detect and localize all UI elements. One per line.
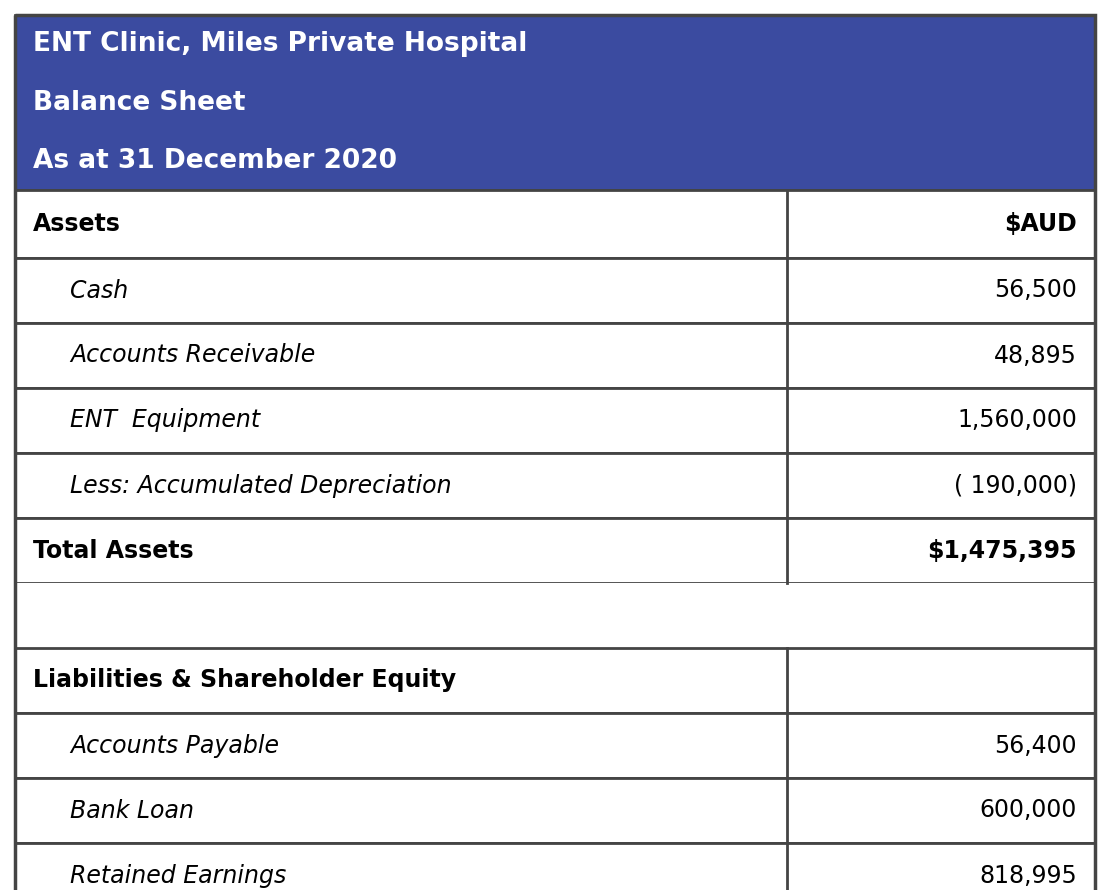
Text: Total Assets: Total Assets (33, 538, 193, 562)
Bar (16, 583, 1094, 648)
Text: 600,000: 600,000 (980, 798, 1077, 822)
Text: ENT  Equipment: ENT Equipment (70, 409, 260, 433)
Text: 56,400: 56,400 (995, 733, 1077, 757)
Bar (16, 388, 1094, 453)
Text: As at 31 December 2020: As at 31 December 2020 (33, 148, 397, 174)
Text: $AUD: $AUD (1005, 212, 1077, 236)
Bar (16, 15, 1094, 190)
Text: 1,560,000: 1,560,000 (957, 409, 1077, 433)
Text: Assets: Assets (33, 212, 121, 236)
Bar (16, 453, 1094, 518)
Text: Retained Earnings: Retained Earnings (70, 863, 286, 887)
Bar (16, 190, 1094, 258)
Bar (16, 648, 1094, 713)
Bar (16, 518, 1094, 583)
Text: Balance Sheet: Balance Sheet (33, 90, 245, 116)
Bar (16, 778, 1094, 843)
Text: 818,995: 818,995 (979, 863, 1077, 887)
Text: $1,475,395: $1,475,395 (928, 538, 1077, 562)
Bar (16, 713, 1094, 778)
Text: Accounts Payable: Accounts Payable (70, 733, 279, 757)
Text: Less: Accumulated Depreciation: Less: Accumulated Depreciation (70, 473, 452, 498)
Text: Liabilities & Shareholder Equity: Liabilities & Shareholder Equity (33, 668, 456, 692)
Text: 48,895: 48,895 (995, 344, 1077, 368)
Text: ( 190,000): ( 190,000) (953, 473, 1077, 498)
Bar (16, 843, 1094, 890)
Text: 56,500: 56,500 (995, 279, 1077, 303)
Text: Cash: Cash (70, 279, 129, 303)
Bar (16, 258, 1094, 323)
Text: ENT Clinic, Miles Private Hospital: ENT Clinic, Miles Private Hospital (33, 31, 527, 57)
Bar (16, 323, 1094, 388)
Text: Accounts Receivable: Accounts Receivable (70, 344, 315, 368)
Text: Bank Loan: Bank Loan (70, 798, 194, 822)
